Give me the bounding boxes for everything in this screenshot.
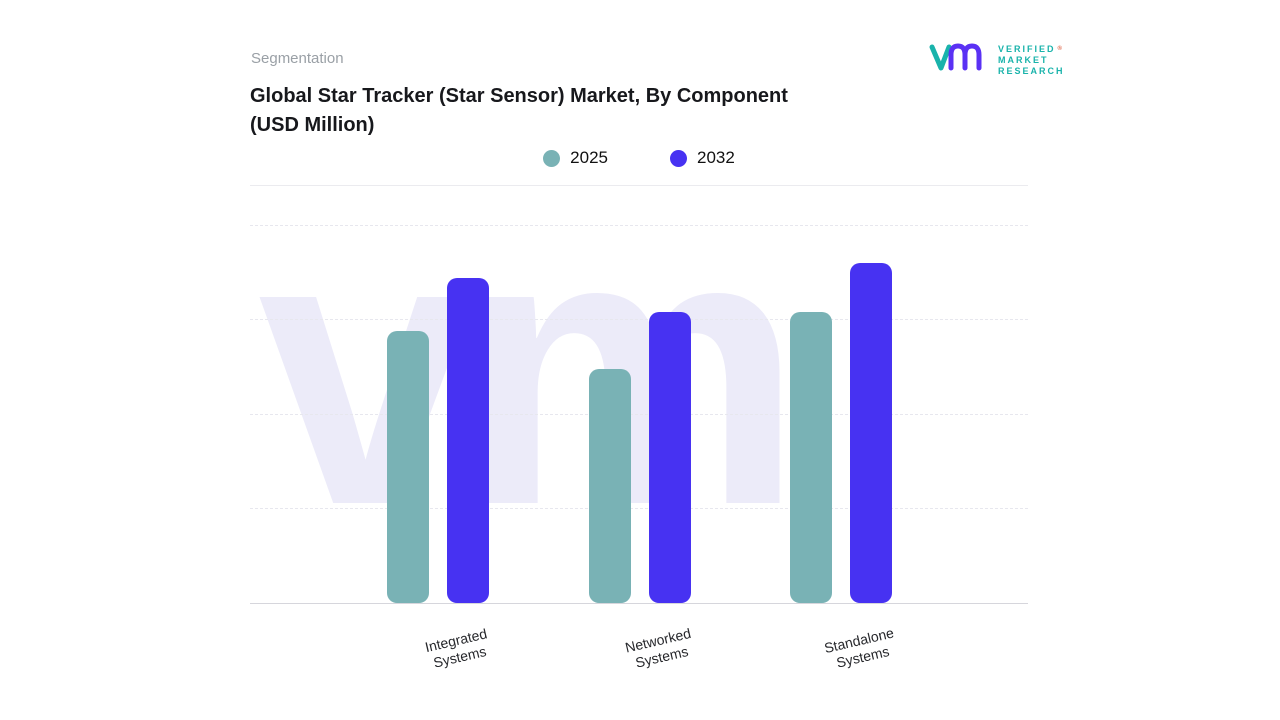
legend-item-2032: 2032 <box>670 148 735 168</box>
gridline <box>250 508 1028 509</box>
vmr-watermark: vm <box>258 225 804 586</box>
axis-label-networked-systems: Networked Systems <box>623 624 693 671</box>
chart-title-line1: Global Star Tracker (Star Sensor) Market… <box>250 85 788 107</box>
bar-chart-plot-area: vm <box>250 225 1028 604</box>
chart-title-line2: (USD Million) <box>250 114 375 136</box>
legend-dot-2025 <box>543 149 561 167</box>
bar-2025-integrated-systems <box>387 331 429 603</box>
bar-2025-standalone-systems <box>790 312 832 603</box>
gridline <box>250 414 1028 415</box>
bar-2032-standalone-systems <box>850 263 892 603</box>
chart-title: Global Star Tracker (Star Sensor) Market… <box>250 82 788 140</box>
bar-group-integrated-systems <box>387 278 489 603</box>
registered-mark: ® <box>1057 46 1064 52</box>
vmr-logo: VERIFIED ® MARKET RESEARCH <box>928 38 1065 83</box>
gridline <box>250 319 1028 320</box>
legend-dot-2032 <box>670 149 687 167</box>
gridline <box>250 225 1028 226</box>
axis-label-standalone-systems: Standalone Systems <box>822 624 896 671</box>
vmr-logo-wordmark: VERIFIED ® MARKET RESEARCH <box>998 44 1065 76</box>
bar-group-standalone-systems <box>790 263 892 603</box>
legend-label-2032: 2032 <box>697 148 735 167</box>
legend-item-2025: 2025 <box>543 148 608 168</box>
bar-2032-networked-systems <box>649 312 691 603</box>
bar-group-networked-systems <box>589 312 691 603</box>
legend-label-2025: 2025 <box>570 148 608 167</box>
bar-2025-networked-systems <box>589 369 631 603</box>
chart-legend: 2025 2032 <box>250 148 1028 168</box>
bar-2032-integrated-systems <box>447 278 489 603</box>
x-axis-labels: Integrated Systems Networked Systems Standal… <box>250 616 1028 706</box>
header-divider <box>250 185 1028 186</box>
axis-label-integrated-systems: Integrated Systems <box>423 625 489 671</box>
vmr-logo-icon <box>928 38 990 83</box>
section-label: Segmentation <box>251 50 344 67</box>
